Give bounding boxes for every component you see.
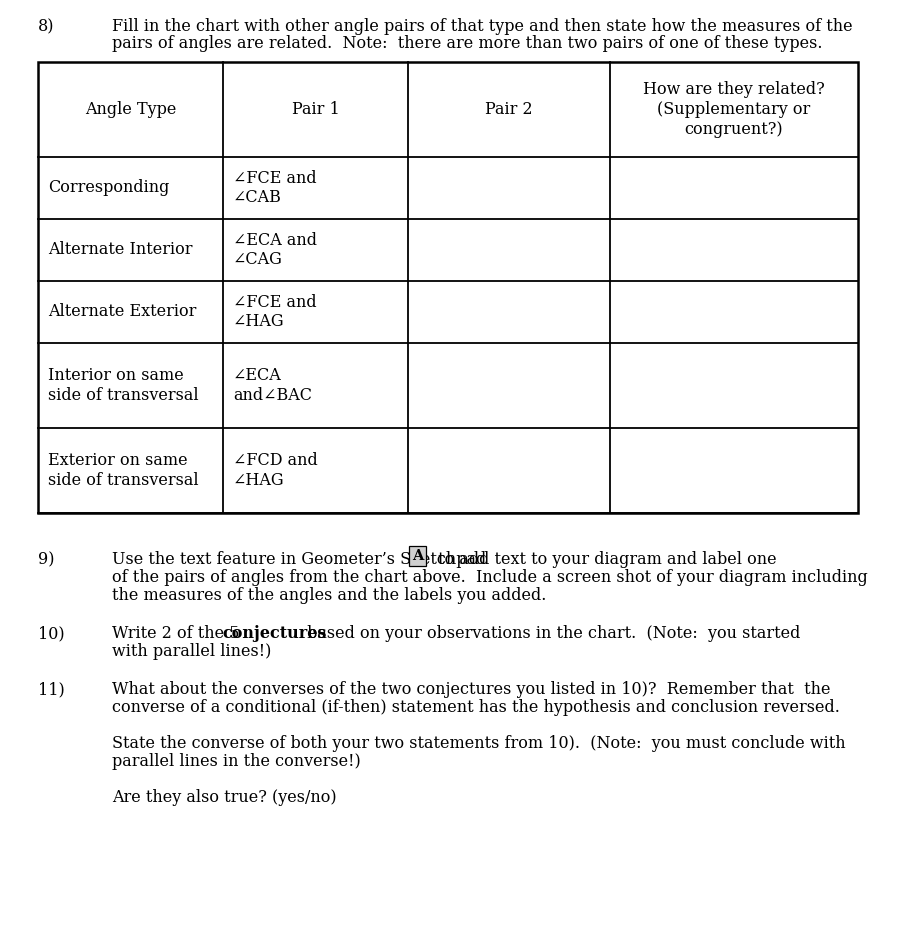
Text: ∠FCE and
∠HAG: ∠FCE and ∠HAG bbox=[233, 294, 317, 330]
Text: of the pairs of angles from the chart above.  Include a screen shot of your diag: of the pairs of angles from the chart ab… bbox=[112, 569, 867, 586]
Text: Pair 2: Pair 2 bbox=[485, 101, 533, 118]
Text: ∠ECA and
∠CAG: ∠ECA and ∠CAG bbox=[233, 231, 317, 269]
Text: based on your observations in the chart.  (Note:  you started: based on your observations in the chart.… bbox=[302, 625, 800, 642]
Text: Interior on same
side of transversal: Interior on same side of transversal bbox=[48, 368, 198, 404]
Text: ∠FCD and
∠HAG: ∠FCD and ∠HAG bbox=[233, 453, 318, 489]
Text: pairs of angles are related.  Note:  there are more than two pairs of one of the: pairs of angles are related. Note: there… bbox=[112, 35, 823, 52]
Text: parallel lines in the converse!): parallel lines in the converse!) bbox=[112, 753, 361, 770]
Text: 8): 8) bbox=[38, 18, 55, 35]
Text: Write 2 of the 5: Write 2 of the 5 bbox=[112, 625, 244, 642]
Text: 11): 11) bbox=[38, 681, 65, 698]
Text: Pair 1: Pair 1 bbox=[292, 101, 339, 118]
Text: How are they related?
(Supplementary or
congruent?): How are they related? (Supplementary or … bbox=[643, 81, 825, 137]
Text: ∠ECA
and∠BAC: ∠ECA and∠BAC bbox=[233, 368, 312, 404]
Text: conjectures: conjectures bbox=[223, 625, 327, 642]
Text: Alternate Exterior: Alternate Exterior bbox=[48, 303, 197, 321]
Text: Alternate Interior: Alternate Interior bbox=[48, 242, 192, 258]
Text: the measures of the angles and the labels you added.: the measures of the angles and the label… bbox=[112, 587, 546, 604]
Text: State the converse of both your two statements from 10).  (Note:  you must concl: State the converse of both your two stat… bbox=[112, 735, 846, 752]
Text: ∠FCE and
∠CAB: ∠FCE and ∠CAB bbox=[233, 170, 317, 206]
Text: Corresponding: Corresponding bbox=[48, 179, 170, 197]
Text: with parallel lines!): with parallel lines!) bbox=[112, 643, 271, 660]
Text: A: A bbox=[411, 549, 423, 563]
Text: Angle Type: Angle Type bbox=[84, 101, 176, 118]
Text: converse of a conditional (if-then) statement has the hypothesis and conclusion : converse of a conditional (if-then) stat… bbox=[112, 699, 840, 716]
Text: to add text to your diagram and label one: to add text to your diagram and label on… bbox=[434, 551, 777, 568]
Text: 9): 9) bbox=[38, 551, 55, 568]
Text: Are they also true? (yes/no): Are they also true? (yes/no) bbox=[112, 789, 337, 806]
Text: Fill in the chart with other angle pairs of that type and then state how the mea: Fill in the chart with other angle pairs… bbox=[112, 18, 852, 35]
Text: 10): 10) bbox=[38, 625, 65, 642]
Text: What about the converses of the two conjectures you listed in 10)?  Remember tha: What about the converses of the two conj… bbox=[112, 681, 831, 698]
Text: Exterior on same
side of transversal: Exterior on same side of transversal bbox=[48, 453, 198, 489]
Text: Use the text feature in Geometer’s Sketchpad: Use the text feature in Geometer’s Sketc… bbox=[112, 551, 491, 568]
Bar bbox=[38, 62, 858, 513]
